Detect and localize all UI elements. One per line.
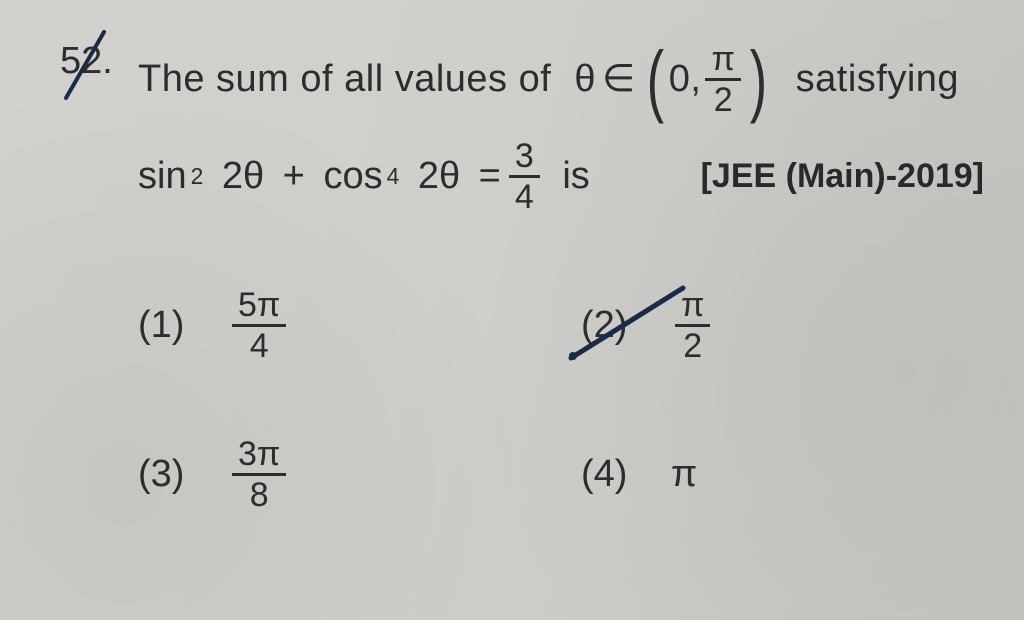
q-suffix: satisfying: [796, 54, 959, 105]
cos-power: 4: [387, 163, 400, 190]
left-paren-icon: (: [646, 52, 664, 108]
options-grid: (1) 5π 4 (2) π 2 (3) 3π: [60, 286, 984, 514]
option-3-label: (3): [138, 453, 208, 496]
equation: sin2 2θ + cos4 2θ = 3 4 is: [138, 137, 590, 216]
option-3-frac: 3π 8: [232, 435, 286, 514]
option-2-den: 2: [677, 327, 708, 365]
option-1-frac: 5π 4: [232, 286, 286, 365]
option-3-den: 8: [244, 476, 275, 514]
rhs-num: 3: [509, 137, 540, 175]
sin-arg: 2θ: [222, 155, 264, 198]
option-2-label: (2): [581, 304, 651, 347]
q-prefix: The sum of all values of: [138, 54, 551, 105]
qnum-text: 52.: [60, 40, 113, 82]
rhs-den: 4: [509, 178, 540, 216]
option-4-label: (4): [581, 453, 651, 496]
sin: sin: [138, 155, 187, 198]
option-1-num: 5π: [232, 286, 286, 324]
option-2-frac: π 2: [675, 286, 710, 365]
plus: +: [283, 155, 305, 198]
question-row: 52. The sum of all values of θ ∈ ( 0, π …: [60, 40, 984, 119]
right-paren-icon: ): [750, 52, 768, 108]
question-line-2: sin2 2θ + cos4 2θ = 3 4 is [JEE (Main)-2…: [60, 137, 984, 216]
option-3[interactable]: (3) 3π 8: [138, 435, 541, 514]
theta-var: θ: [574, 54, 596, 105]
option-4[interactable]: (4) π: [581, 435, 984, 514]
cos-arg: 2θ: [418, 155, 460, 198]
option-3-num: 3π: [232, 435, 286, 473]
option-1-label: (1): [138, 304, 208, 347]
in-symbol: ∈: [602, 54, 636, 105]
question-line-1: The sum of all values of θ ∈ ( 0, π 2 ) …: [138, 40, 959, 119]
sin-power: 2: [191, 163, 204, 190]
option-1-den: 4: [244, 327, 275, 365]
option-4-text: π: [671, 453, 697, 496]
interval-zero: 0,: [669, 54, 702, 105]
question-number: 52.: [60, 40, 120, 83]
option-1[interactable]: (1) 5π 4: [138, 286, 541, 365]
cos: cos: [323, 155, 382, 198]
interval-num: π: [705, 40, 741, 78]
exam-page: 52. The sum of all values of θ ∈ ( 0, π …: [0, 0, 1024, 620]
interval-frac: π 2: [705, 40, 741, 119]
question-text: The sum of all values of θ ∈ ( 0, π 2 ) …: [138, 40, 959, 119]
option-2[interactable]: (2) π 2: [581, 286, 984, 365]
rhs-frac: 3 4: [509, 137, 540, 216]
is-word: is: [562, 155, 589, 198]
source-tag: [JEE (Main)-2019]: [701, 157, 984, 196]
option-2-num: π: [675, 286, 710, 324]
interval: ( 0, π 2 ): [642, 40, 773, 119]
interval-den: 2: [708, 81, 739, 119]
equals: =: [479, 155, 501, 198]
